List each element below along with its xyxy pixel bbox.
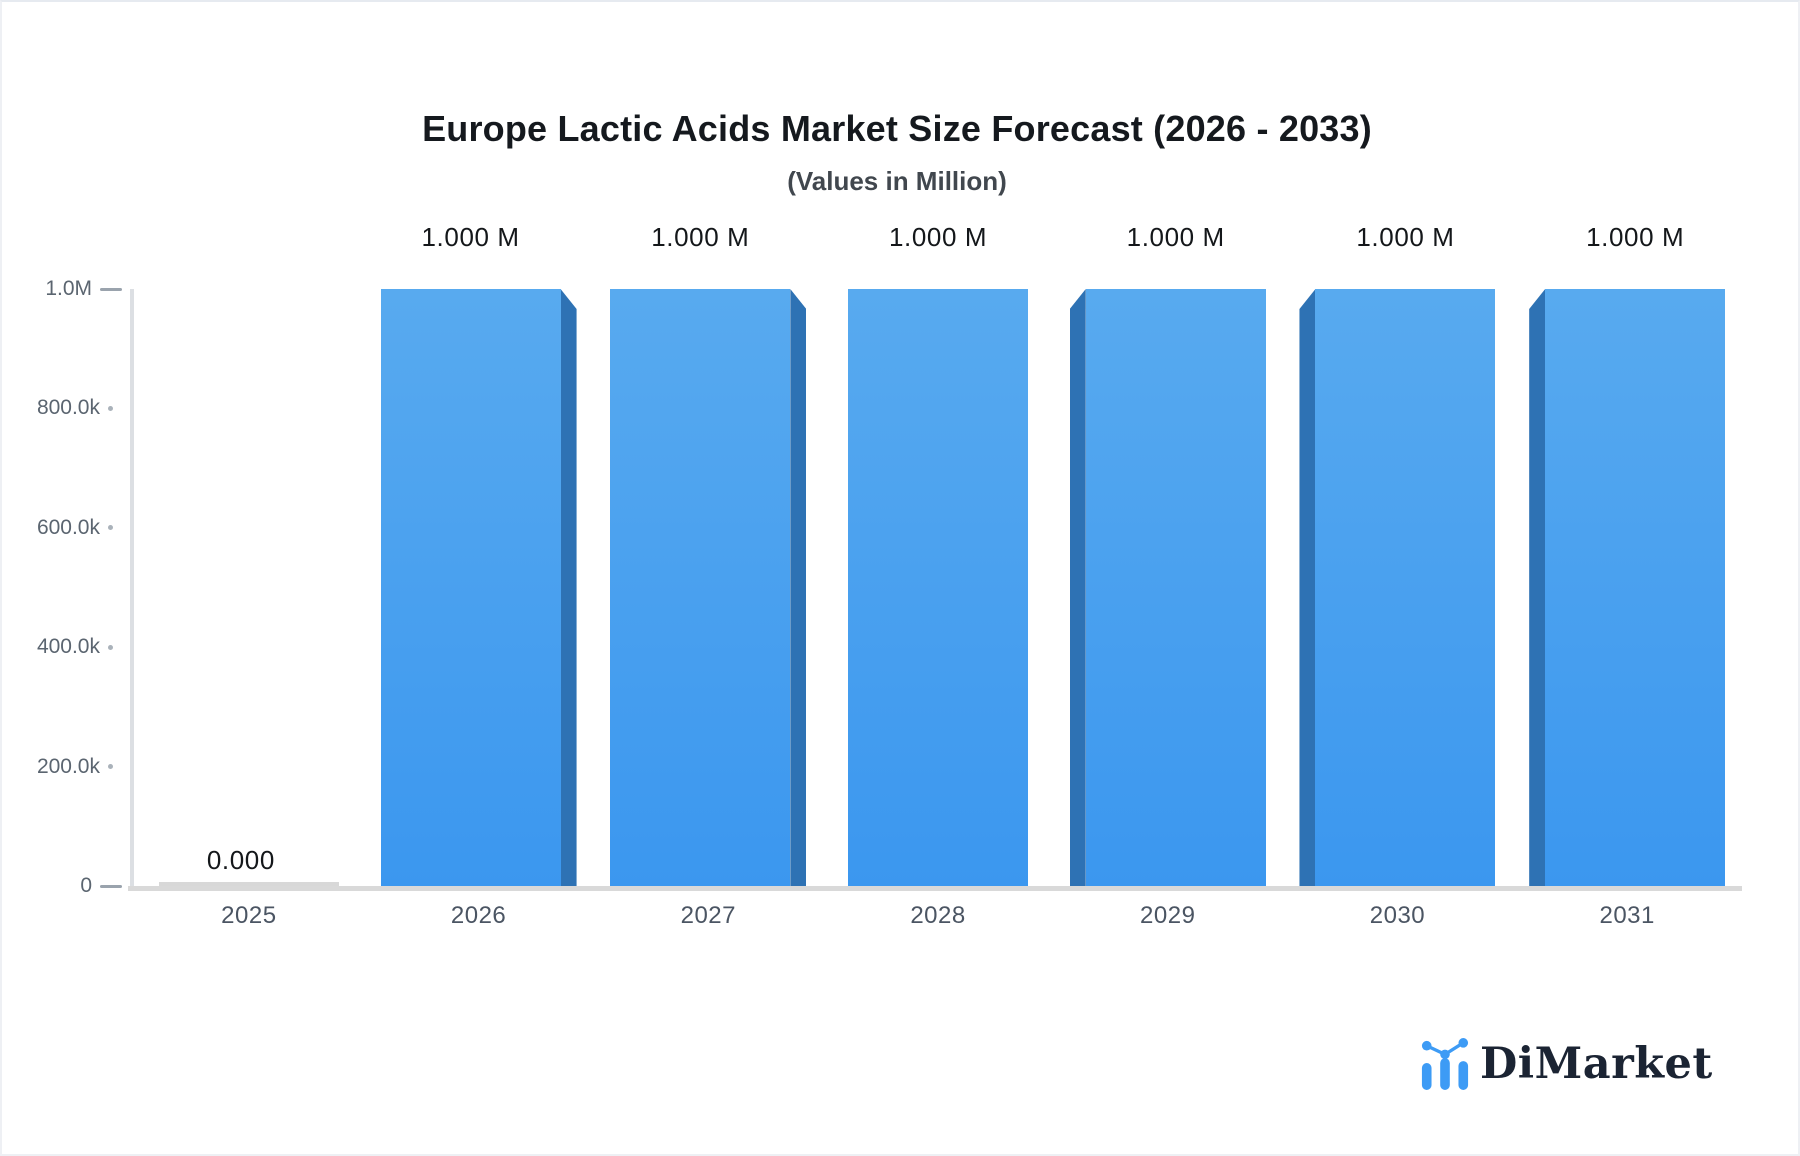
y-axis-tick: 400.0k bbox=[2, 634, 122, 660]
tick-dash bbox=[100, 287, 122, 291]
tick-dot bbox=[108, 644, 113, 650]
bar-value-label: 1.000 M bbox=[888, 222, 988, 252]
bars-layer: 0.000 2025 1.000 M 2026 1.000 M 2027 1.000 M 20… bbox=[134, 222, 1742, 929]
bar-value-label: 1.000 M bbox=[1356, 222, 1455, 252]
y-axis-tick: 1.0M bbox=[2, 276, 122, 302]
dimarket-logo: DiMarket bbox=[1420, 1038, 1713, 1090]
bar-line-chart-icon bbox=[1421, 1038, 1469, 1090]
y-axis-line bbox=[130, 289, 134, 886]
bar-side-face bbox=[1069, 289, 1086, 886]
y-axis-tick: 0 bbox=[2, 873, 122, 899]
x-axis-label: 2029 bbox=[1140, 902, 1196, 929]
bar-slot-2031: 1.000 M 2031 bbox=[1512, 222, 1742, 929]
y-axis-tick-label: 200.0k bbox=[36, 754, 100, 778]
y-axis-tick-label: 0 bbox=[80, 874, 92, 897]
bar-2025[interactable] bbox=[158, 882, 339, 886]
bar-side-face bbox=[1299, 289, 1316, 886]
bar-face bbox=[1085, 289, 1266, 886]
y-axis-tick-label: 800.0k bbox=[36, 396, 100, 420]
bar-slot-2027: 1.000 M 2027 bbox=[593, 222, 823, 929]
bar-face bbox=[610, 289, 791, 886]
tick-dot bbox=[108, 405, 113, 411]
tick-dash bbox=[100, 884, 122, 888]
bar-face bbox=[380, 289, 561, 886]
bar-side-face bbox=[1529, 289, 1546, 886]
bar-2028[interactable] bbox=[848, 289, 1029, 886]
y-axis-tick: 800.0k bbox=[2, 395, 122, 421]
bar-2031[interactable] bbox=[1529, 289, 1726, 886]
bar-slot-2025: 0.000 2025 bbox=[134, 289, 364, 929]
x-axis-baseline bbox=[128, 886, 1742, 891]
tick-dot bbox=[108, 525, 113, 531]
bar-face bbox=[1315, 289, 1496, 886]
bar-value-label: 0.000 bbox=[206, 845, 275, 875]
x-axis-label: 2027 bbox=[680, 902, 736, 929]
bar-side-face bbox=[560, 289, 577, 886]
bar-face bbox=[1545, 289, 1726, 886]
x-axis-label: 2031 bbox=[1599, 902, 1655, 929]
y-axis-tick: 200.0k bbox=[2, 754, 122, 780]
bar-2030[interactable] bbox=[1299, 289, 1496, 886]
x-axis-label: 2030 bbox=[1369, 902, 1426, 929]
bar-slot-2030: 1.000 M 2030 bbox=[1283, 222, 1513, 929]
bar-2026[interactable] bbox=[380, 289, 577, 886]
bar-value-label: 1.000 M bbox=[1586, 222, 1685, 252]
bar-slot-2028: 1.000 M 2028 bbox=[823, 222, 1053, 929]
x-axis-label: 2026 bbox=[450, 902, 507, 929]
y-axis-tick-label: 1.0M bbox=[45, 277, 92, 300]
bar-value-label: 1.000 M bbox=[421, 222, 520, 252]
y-axis-tick-label: 600.0k bbox=[36, 515, 100, 539]
bar-side-face bbox=[790, 289, 807, 886]
bar-2029[interactable] bbox=[1069, 289, 1266, 886]
bar-value-label: 1.000 M bbox=[1126, 222, 1225, 252]
x-axis-label: 2028 bbox=[910, 902, 966, 929]
tick-dot bbox=[108, 764, 113, 770]
bar-value-label: 1.000 M bbox=[651, 222, 750, 252]
chart-title: Europe Lactic Acids Market Size Forecast… bbox=[422, 108, 1372, 149]
x-axis-label: 2025 bbox=[221, 902, 277, 929]
bar-slot-2026: 1.000 M 2026 bbox=[364, 222, 594, 929]
y-axis-tick: 600.0k bbox=[2, 515, 122, 541]
chart-subtitle: (Values in Million) bbox=[787, 166, 1007, 196]
bar-slot-2029: 1.000 M 2029 bbox=[1053, 222, 1283, 929]
bar-face bbox=[848, 289, 1029, 886]
y-axis-tick-label: 400.0k bbox=[36, 635, 100, 659]
logo-wordmark: DiMarket bbox=[1480, 1039, 1713, 1089]
bar-2027[interactable] bbox=[610, 289, 807, 886]
